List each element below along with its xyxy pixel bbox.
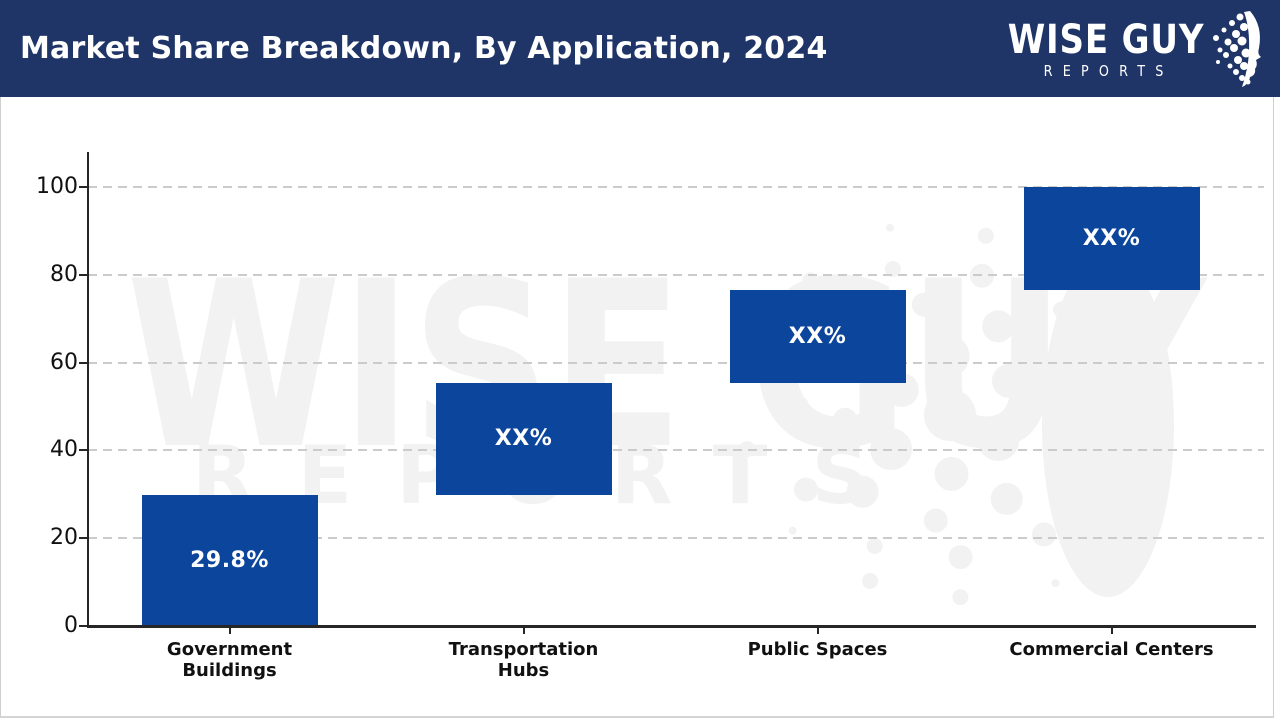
y-tick-label: 40 xyxy=(50,437,78,463)
x-tick-mark xyxy=(816,628,819,634)
y-tick-label: 100 xyxy=(36,174,78,199)
brand-name: WISE GUY xyxy=(1007,17,1204,63)
y-tick-label: 0 xyxy=(64,613,78,638)
category-label: Commercial Centers xyxy=(1009,639,1214,660)
page-title: Market Share Breakdown, By Application, … xyxy=(20,31,828,66)
y-tick-label: 80 xyxy=(50,261,78,287)
category-label: Transportation Hubs xyxy=(448,639,599,681)
bar-value-label: XX% xyxy=(788,323,847,349)
gridline-40 xyxy=(88,449,1264,452)
y-tick-label: 20 xyxy=(50,525,78,551)
brand-head-icon xyxy=(1213,11,1261,87)
gridline-100 xyxy=(88,186,1264,188)
gridline-60 xyxy=(88,361,1264,364)
gridline-20 xyxy=(88,537,1264,540)
bar-4: XX% xyxy=(1023,187,1200,290)
y-tick-mark xyxy=(79,361,87,364)
x-tick-mark xyxy=(522,628,525,634)
y-tick-mark xyxy=(79,273,87,276)
x-tick-mark xyxy=(228,628,231,634)
brand-logo: WISE GUY REPORTS xyxy=(973,7,1264,91)
bar-value-label: XX% xyxy=(1082,225,1141,251)
y-tick-mark xyxy=(79,449,87,452)
x-tick-mark xyxy=(1110,628,1113,634)
category-label: Public Spaces xyxy=(747,639,888,660)
bar-3: XX% xyxy=(729,289,906,383)
y-tick-mark xyxy=(79,625,87,627)
bar-value-label: 29.8% xyxy=(190,548,269,574)
bar-2: XX% xyxy=(435,382,612,496)
y-tick-mark xyxy=(79,537,87,540)
bar-value-label: XX% xyxy=(494,426,553,452)
gridline-80 xyxy=(88,273,1264,276)
brand-logo-text: WISE GUY REPORTS xyxy=(1007,18,1204,80)
header: Market Share Breakdown, By Application, … xyxy=(0,0,1280,97)
y-axis xyxy=(87,152,89,628)
y-tick-label: 60 xyxy=(50,349,78,375)
brand-subname: REPORTS xyxy=(1043,62,1174,80)
y-tick-mark xyxy=(79,186,87,188)
category-label: Government Buildings xyxy=(166,639,293,681)
bar-1: 29.8% xyxy=(141,495,318,626)
x-axis xyxy=(87,625,1256,628)
